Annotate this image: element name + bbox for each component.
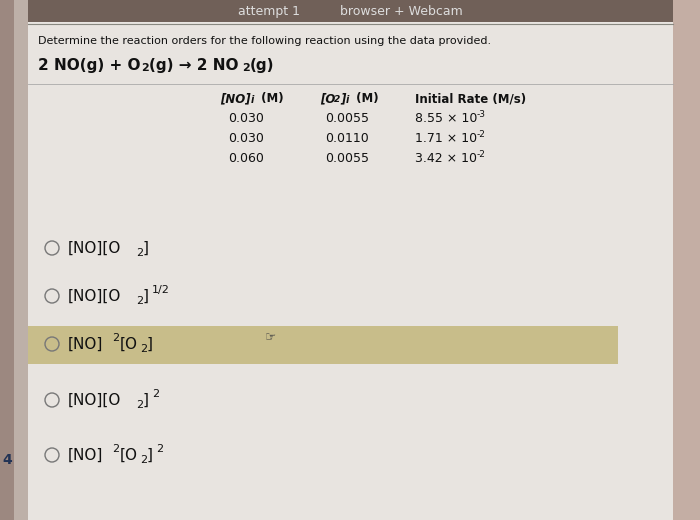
Text: ]: ] [147,336,153,352]
FancyBboxPatch shape [28,0,673,520]
Text: 2: 2 [152,389,159,399]
Text: (M): (M) [352,92,379,105]
Text: ]: ] [147,448,153,462]
Text: [O: [O [120,448,138,462]
Text: 2: 2 [156,444,163,454]
Text: 2: 2 [242,63,250,73]
Text: 0.0055: 0.0055 [325,112,369,125]
Text: (M): (M) [257,92,284,105]
Text: 1/2: 1/2 [152,285,170,295]
Text: Initial Rate (M/s): Initial Rate (M/s) [415,92,526,105]
Text: 0.0110: 0.0110 [325,132,369,145]
Text: attempt 1          browser + Webcam: attempt 1 browser + Webcam [237,5,463,18]
Text: -2: -2 [477,130,486,139]
Text: 2 NO(g) + O: 2 NO(g) + O [38,58,141,73]
Text: 0.030: 0.030 [228,132,264,145]
Text: ☞: ☞ [265,332,276,344]
Text: 0.060: 0.060 [228,152,264,165]
Text: [NO]: [NO] [68,448,104,462]
Text: ]: ] [143,240,149,255]
Text: [NO][O: [NO][O [68,393,121,408]
Text: 2: 2 [140,455,147,465]
Text: (g): (g) [250,58,274,73]
Text: ]: ] [143,289,149,304]
Text: 2: 2 [141,63,148,73]
Text: 2: 2 [136,248,143,258]
Text: (g) → 2 NO: (g) → 2 NO [149,58,239,73]
Text: -2: -2 [477,150,486,159]
Text: [NO][O: [NO][O [68,240,121,255]
Text: 2: 2 [334,95,340,104]
Text: 2: 2 [136,296,143,306]
Text: 0.030: 0.030 [228,112,264,125]
Text: ]: ] [143,393,149,408]
Text: 2: 2 [112,333,119,343]
Text: 3.42 × 10: 3.42 × 10 [415,152,477,165]
Text: [NO]: [NO] [220,92,251,105]
Text: [O: [O [120,336,138,352]
FancyBboxPatch shape [28,0,673,22]
Text: 4: 4 [2,453,12,467]
FancyBboxPatch shape [28,326,618,364]
Text: 2: 2 [140,344,147,354]
Text: [NO][O: [NO][O [68,289,121,304]
Text: i: i [251,95,254,105]
Text: [O: [O [320,92,335,105]
Text: 2: 2 [112,444,119,454]
FancyBboxPatch shape [0,0,14,520]
FancyBboxPatch shape [14,0,28,520]
Text: [NO]: [NO] [68,336,104,352]
Text: 2: 2 [136,400,143,410]
Text: 1.71 × 10: 1.71 × 10 [415,132,477,145]
Text: 8.55 × 10: 8.55 × 10 [415,112,477,125]
Text: i: i [346,95,349,105]
Text: 0.0055: 0.0055 [325,152,369,165]
Text: Determine the reaction orders for the following reaction using the data provided: Determine the reaction orders for the fo… [38,36,491,46]
Text: -3: -3 [477,110,486,119]
Text: ]: ] [340,92,345,105]
